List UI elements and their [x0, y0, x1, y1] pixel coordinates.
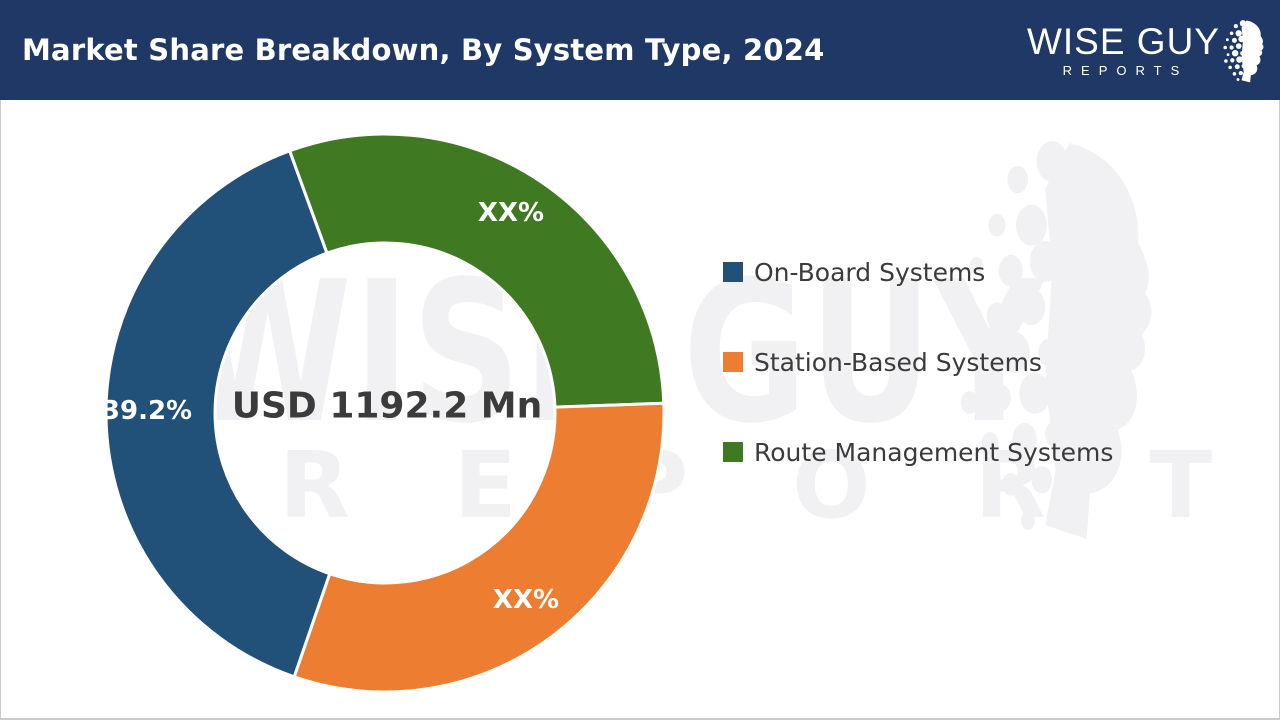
- slice-value-station-based: XX%: [492, 585, 560, 615]
- legend-label: Station-Based Systems: [754, 347, 1042, 377]
- donut-center-total: USD 1192.2 Mn: [231, 385, 543, 427]
- slice-value-on-board: 39.2%: [101, 396, 193, 426]
- slice-value-route-management: XX%: [477, 198, 545, 228]
- legend-swatch-green: [723, 442, 743, 462]
- logo-wordmark: WISE GUY REPORTS: [1027, 23, 1220, 78]
- legend-item-station-based-systems: Station-Based Systems: [723, 347, 1113, 377]
- legend-swatch-orange: [723, 352, 743, 372]
- slice-route-management-systems: [288, 132, 666, 409]
- logo-brand-name: WISE GUY: [1026, 20, 1220, 62]
- chart-canvas: WISE GUY R E P O R T S 39.2% XX% XX% USD…: [0, 100, 1280, 720]
- slice-on-board-systems: [104, 149, 332, 679]
- donut-chart: [104, 132, 666, 694]
- chart-legend: On-Board Systems Station-Based Systems R…: [723, 257, 1114, 530]
- slice-station-based-systems: [292, 401, 666, 694]
- wise-guy-reports-logo: WISE GUY REPORTS: [1027, 10, 1280, 90]
- logo-brand-subtitle: REPORTS: [1062, 62, 1189, 78]
- dotted-face-logo-icon: [1223, 20, 1264, 83]
- legend-label: On-Board Systems: [754, 257, 986, 287]
- legend-label: Route Management Systems: [754, 437, 1114, 467]
- page-title: Market Share Breakdown, By System Type, …: [22, 33, 825, 67]
- legend-swatch-blue: [723, 262, 743, 282]
- legend-item-on-board-systems: On-Board Systems: [723, 257, 1113, 287]
- header-bar: Market Share Breakdown, By System Type, …: [0, 0, 1280, 100]
- legend-item-route-management-systems: Route Management Systems: [723, 437, 1114, 467]
